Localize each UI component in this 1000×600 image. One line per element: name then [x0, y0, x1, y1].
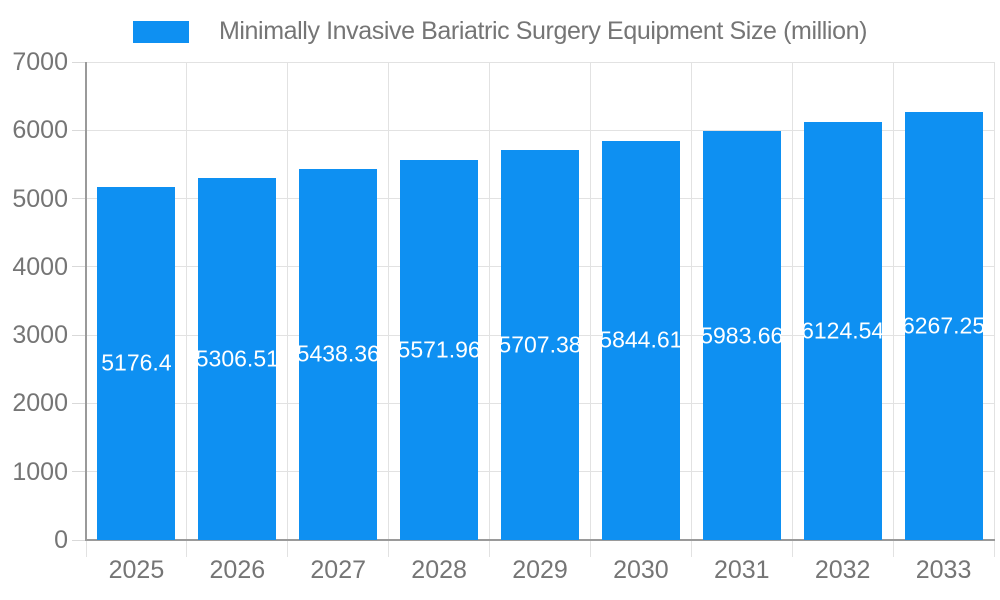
legend-swatch[interactable] [132, 20, 189, 43]
bar[interactable]: 5983.66 [702, 131, 781, 540]
bar[interactable]: 6267.25 [904, 112, 983, 540]
x-axis-label: 2033 [915, 556, 972, 584]
bar-value-label: 5571.96 [400, 336, 479, 363]
y-tick [72, 129, 86, 131]
bar-value-label: 6267.25 [904, 312, 983, 339]
bar-value-label: 5844.61 [601, 326, 680, 353]
x-axis-label: 2027 [310, 556, 367, 584]
x-axis-label: 2031 [713, 556, 770, 584]
bar-value-label: 6124.54 [803, 317, 882, 344]
y-axis-label: 5000 [12, 184, 68, 213]
y-tick [72, 471, 86, 473]
x-axis-label: 2025 [108, 556, 165, 584]
y-axis-label: 1000 [12, 457, 68, 486]
bar-value-label: 5176.4 [101, 349, 172, 376]
x-axis-label: 2032 [814, 556, 871, 584]
x-gridline [993, 62, 995, 557]
bar[interactable]: 5844.61 [601, 140, 680, 540]
x-axis-label: 2030 [613, 556, 669, 584]
x-gridline [489, 62, 491, 557]
y-axis-label: 4000 [12, 252, 68, 281]
x-axis-label: 2028 [411, 556, 467, 584]
x-axis-label: 2029 [512, 556, 568, 584]
bar-value-label: 5306.51 [198, 345, 277, 372]
bar-value-label: 5707.38 [501, 331, 579, 358]
y-axis-label: 7000 [12, 48, 68, 76]
bar[interactable]: 6124.54 [803, 121, 882, 540]
x-gridline [388, 62, 390, 557]
y-axis-line [85, 62, 87, 540]
y-gridline [86, 129, 994, 131]
y-axis-label: 2000 [12, 389, 68, 418]
bar[interactable]: 5707.38 [501, 150, 579, 540]
legend: Minimally Invasive Bariatric Surgery Equ… [0, 17, 1000, 46]
y-tick [72, 334, 86, 336]
x-axis-line [85, 539, 995, 541]
y-axis-label: 6000 [12, 116, 68, 145]
bar-value-label: 5983.66 [702, 322, 781, 349]
bar[interactable]: 5176.4 [97, 186, 176, 540]
y-tick [72, 198, 86, 200]
y-tick [72, 539, 86, 541]
y-gridline [86, 61, 994, 63]
y-tick [72, 402, 86, 404]
x-gridline [186, 62, 188, 557]
bar[interactable]: 5306.51 [198, 177, 277, 540]
x-gridline [287, 62, 289, 557]
x-axis-label: 2026 [209, 556, 266, 584]
chart-title: Minimally Invasive Bariatric Surgery Equ… [218, 17, 868, 45]
y-tick [72, 266, 86, 268]
y-axis-label: 0 [54, 526, 68, 554]
bar[interactable]: 5438.36 [299, 168, 378, 540]
x-gridline [892, 62, 894, 557]
x-gridline [791, 62, 793, 557]
y-tick [72, 61, 86, 63]
bar[interactable]: 5571.96 [400, 159, 479, 540]
x-gridline [690, 62, 692, 557]
y-axis-extension [85, 540, 87, 557]
x-gridline [589, 62, 591, 557]
y-axis-label: 3000 [12, 321, 68, 350]
bar-value-label: 5438.36 [299, 340, 378, 367]
